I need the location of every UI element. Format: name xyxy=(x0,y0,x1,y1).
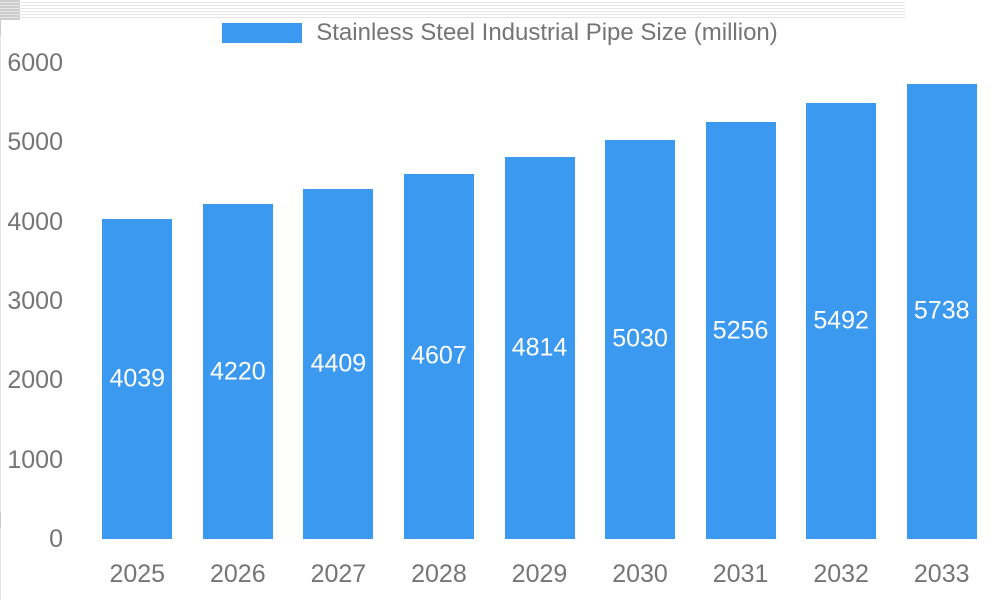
bar: 4409 xyxy=(303,189,374,539)
bar-value-label: 4220 xyxy=(210,357,266,386)
h-gridline xyxy=(0,8,905,9)
bar-value-label: 5738 xyxy=(913,296,970,325)
y-axis-tick xyxy=(0,18,20,20)
bar: 5492 xyxy=(806,103,877,539)
x-tick-label: 2029 xyxy=(511,560,568,588)
x-tick-label: 2025 xyxy=(109,560,166,588)
bar: 4814 xyxy=(504,157,575,539)
h-gridline xyxy=(0,5,905,6)
legend: Stainless Steel Industrial Pipe Size (mi… xyxy=(0,18,1000,48)
y-axis-tick xyxy=(0,12,20,14)
h-gridline xyxy=(0,17,905,18)
bar-value-label: 5030 xyxy=(612,324,668,353)
bar-value-label: 4607 xyxy=(411,341,467,370)
y-tick-label: 0 xyxy=(49,525,63,553)
x-tick-label: 2030 xyxy=(612,560,668,588)
bar: 4607 xyxy=(403,173,474,539)
y-axis-tick xyxy=(0,6,20,8)
h-gridline xyxy=(0,11,905,12)
x-tick-label: 2027 xyxy=(310,560,367,588)
bar-value-label: 5256 xyxy=(712,316,769,344)
bar: 5256 xyxy=(705,122,776,539)
y-tick-label: 6000 xyxy=(7,49,63,77)
bar: 5030 xyxy=(605,139,676,539)
x-tick-label: 2028 xyxy=(411,560,467,588)
bar: 4039 xyxy=(102,218,173,539)
v-gridline xyxy=(0,528,1,600)
bar-value-label: 5492 xyxy=(813,306,869,335)
h-gridline xyxy=(0,2,905,3)
v-gridline xyxy=(0,36,1,512)
y-axis-tick xyxy=(0,9,20,11)
bar: 5738 xyxy=(906,83,977,539)
y-axis-tick xyxy=(0,15,20,17)
y-tick-label: 4000 xyxy=(7,207,63,236)
legend-label: Stainless Steel Industrial Pipe Size (mi… xyxy=(316,19,778,46)
legend-swatch-icon xyxy=(222,23,303,43)
bar-value-label: 4814 xyxy=(511,333,568,362)
x-tick-label: 2032 xyxy=(813,560,869,588)
h-gridline xyxy=(0,14,905,15)
bar: 4220 xyxy=(202,204,273,539)
x-tick-label: 2033 xyxy=(913,560,970,588)
x-tick-label: 2026 xyxy=(210,560,266,588)
y-axis-tick xyxy=(0,3,20,5)
x-axis-tick xyxy=(0,512,1,528)
y-axis-tick xyxy=(0,0,20,2)
y-tick-label: 1000 xyxy=(7,445,63,474)
y-tick-label: 2000 xyxy=(7,366,63,395)
x-axis-tick xyxy=(0,20,1,36)
y-tick-label: 3000 xyxy=(7,287,63,315)
x-tick-label: 2031 xyxy=(712,560,769,588)
bar-value-label: 4409 xyxy=(310,349,367,378)
bar-value-label: 4039 xyxy=(109,364,166,393)
y-tick-label: 5000 xyxy=(7,128,63,157)
